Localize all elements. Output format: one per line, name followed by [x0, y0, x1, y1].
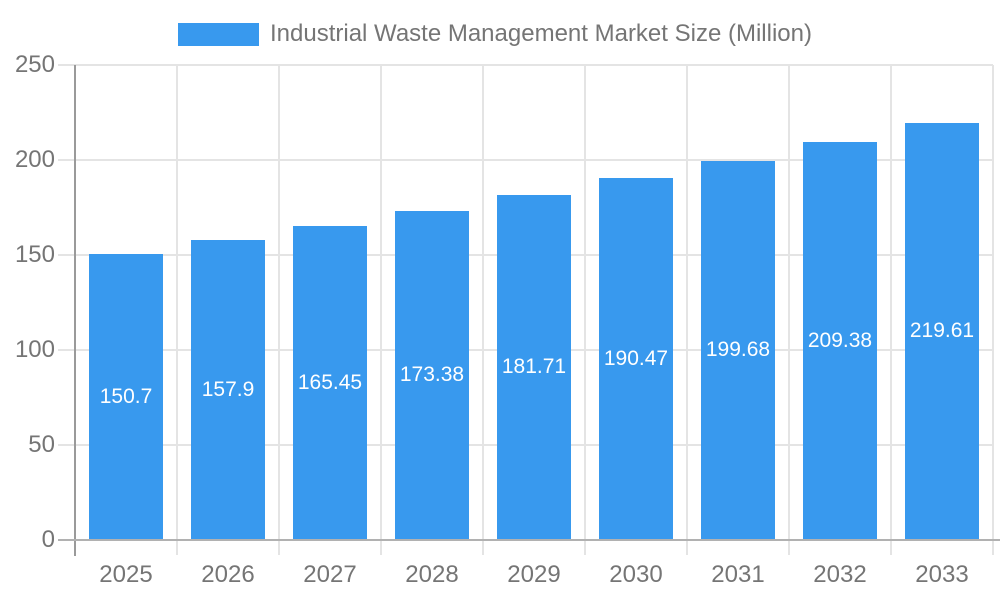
y-axis-line: [74, 65, 76, 556]
bar-2028[interactable]: [395, 210, 469, 540]
x-axis-tick-label: 2032: [813, 561, 867, 588]
bar-2027[interactable]: [293, 225, 367, 540]
bar-value-label: 173.38: [399, 363, 465, 387]
legend-swatch-icon: [178, 22, 259, 46]
x-gridline: [686, 65, 688, 555]
x-axis-line: [58, 539, 1000, 541]
bar-2029[interactable]: [497, 194, 571, 540]
x-gridline: [992, 65, 994, 555]
x-gridline: [482, 65, 484, 555]
x-gridline: [584, 65, 586, 555]
y-axis-tick-label: 250: [14, 51, 55, 78]
y-axis-tick-label: 50: [28, 431, 55, 458]
x-axis-tick-label: 2026: [201, 561, 255, 588]
bar-value-label: 157.9: [201, 377, 255, 401]
bar-2032[interactable]: [803, 142, 877, 540]
x-gridline: [890, 65, 892, 555]
y-axis-tick: [58, 159, 75, 161]
bar-value-label: 190.47: [603, 347, 669, 371]
x-axis-tick-label: 2027: [303, 561, 357, 588]
bar-2031[interactable]: [701, 160, 775, 540]
x-gridline: [176, 65, 178, 555]
bar-value-label: 165.45: [297, 370, 363, 394]
x-axis-tick-label: 2029: [507, 561, 561, 588]
bar-value-label: 150.7: [99, 384, 153, 408]
bar-2025[interactable]: [89, 253, 163, 540]
y-axis-tick: [58, 444, 75, 446]
bar-value-label: 219.61: [909, 319, 975, 343]
x-axis-tick-label: 2025: [99, 561, 153, 588]
bar-value-label: 181.71: [501, 355, 567, 379]
y-axis-tick-label: 200: [14, 146, 55, 173]
x-gridline: [788, 65, 790, 555]
x-axis-tick-label: 2028: [405, 561, 459, 588]
bar-2026[interactable]: [191, 239, 265, 540]
legend-title: Industrial Waste Management Market Size …: [270, 20, 812, 47]
y-axis-tick-label: 0: [41, 526, 55, 553]
x-gridline: [380, 65, 382, 555]
y-axis-tick-label: 100: [14, 336, 55, 363]
chart-legend[interactable]: Industrial Waste Management Market Size …: [178, 20, 812, 48]
y-gridline: [75, 64, 993, 66]
bar-value-label: 199.68: [705, 338, 771, 362]
y-axis-tick-label: 150: [14, 241, 55, 268]
y-axis-tick: [58, 349, 75, 351]
bar-2030[interactable]: [599, 178, 673, 540]
bar-2033[interactable]: [905, 122, 979, 540]
x-axis-tick-label: 2031: [711, 561, 765, 588]
y-axis-tick: [58, 64, 75, 66]
y-axis-tick: [58, 254, 75, 256]
x-axis-tick-label: 2030: [609, 561, 663, 588]
x-gridline: [278, 65, 280, 555]
bar-value-label: 209.38: [807, 329, 873, 353]
y-gridline: [75, 159, 993, 161]
x-axis-tick-label: 2033: [915, 561, 969, 588]
